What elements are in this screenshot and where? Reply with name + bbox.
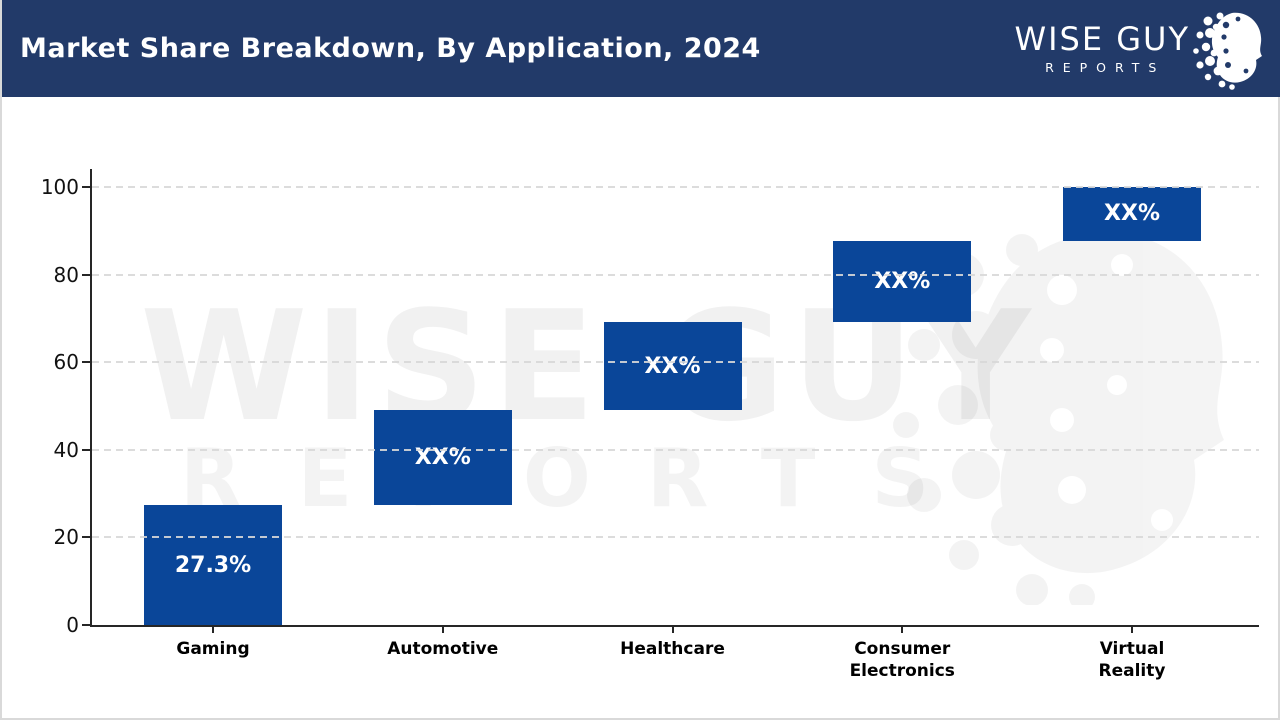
- bar-value-label: XX%: [1104, 201, 1160, 227]
- x-axis-tick-mark: [671, 627, 674, 633]
- gridline-100: [92, 186, 1259, 188]
- x-axis-label-consumer-electronics: Consumer Electronics: [849, 639, 955, 682]
- x-axis-label-gaming: Gaming: [176, 639, 250, 659]
- logo-subtitle: REPORTS: [1045, 59, 1166, 75]
- bar-automotive: XX%: [373, 410, 512, 506]
- x-axis-label-virtual-reality: Virtual Reality: [1098, 639, 1166, 682]
- y-axis-tick-label: 80: [53, 262, 79, 287]
- logo-wordmark: WISE GUY: [1014, 20, 1190, 59]
- x-axis-tick-mark: [441, 627, 444, 633]
- gridline-60: [92, 361, 1259, 364]
- bar-value-label: XX%: [644, 353, 701, 379]
- watermark-subtitle: REPORTS: [180, 432, 985, 525]
- y-axis-line: [90, 169, 92, 627]
- x-axis-tick-mark: [901, 627, 904, 633]
- y-axis-tick-mark: [82, 273, 90, 276]
- x-axis-tick-mark: [212, 627, 214, 633]
- logo-text: WISE GUY REPORTS: [1014, 23, 1190, 75]
- y-axis-tick-label: 100: [40, 175, 79, 199]
- y-axis-tick-label: 60: [53, 350, 79, 375]
- y-axis-tick-mark: [82, 624, 90, 626]
- y-axis-tick-label: 20: [53, 525, 79, 550]
- x-axis-label-healthcare: Healthcare: [620, 639, 725, 659]
- bar-gaming: 27.3%: [144, 505, 282, 625]
- y-axis-tick-mark: [82, 448, 90, 451]
- y-axis-tick-label: 40: [53, 437, 79, 462]
- bar-value-label: XX%: [874, 269, 931, 295]
- y-axis-tick-mark: [82, 361, 90, 364]
- x-axis-tick-mark: [1131, 627, 1133, 633]
- gridline-20: [92, 536, 1259, 539]
- y-axis-tick-label: 0: [66, 613, 79, 637]
- dotted-head-profile-icon: [1193, 12, 1262, 90]
- bar-consumer-electronics: XX%: [833, 240, 972, 323]
- bar-virtual-reality: XX%: [1063, 187, 1201, 241]
- y-axis-tick-mark: [82, 186, 90, 188]
- page-title: Market Share Breakdown, By Application, …: [20, 33, 761, 64]
- x-axis-line: [90, 625, 1259, 627]
- bar-value-label: 27.3%: [174, 552, 252, 578]
- gridline-80: [92, 273, 1259, 276]
- y-axis-tick-mark: [82, 536, 90, 539]
- header-banner: Market Share Breakdown, By Application, …: [2, 0, 1280, 97]
- wise-guy-reports-logo: WISE GUY REPORTS: [1014, 6, 1268, 92]
- bar-healthcare: XX%: [603, 322, 742, 411]
- x-axis-label-automotive: Automotive: [387, 639, 499, 659]
- gridline-40: [92, 448, 1259, 451]
